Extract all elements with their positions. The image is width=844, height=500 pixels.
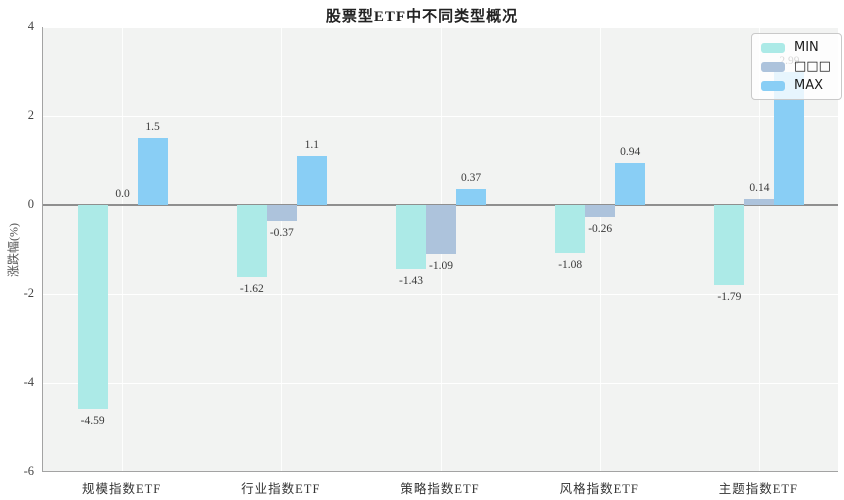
bar--3	[585, 205, 616, 217]
value-label: -1.08	[558, 259, 583, 272]
v-gridline	[122, 27, 124, 471]
v-gridline	[281, 27, 283, 471]
value-label: 0.94	[620, 146, 641, 159]
legend-item-median: □□□	[761, 60, 831, 73]
bar-MAX-1	[296, 156, 327, 205]
x-tick-label-0: 规模指数ETF	[81, 482, 162, 496]
bar-MIN-1	[236, 205, 267, 278]
value-label: 0.37	[460, 171, 482, 184]
value-label: -1.43	[399, 274, 423, 287]
y-axis-label: 涨跌幅(%)	[6, 223, 21, 277]
value-label: -1.79	[717, 290, 742, 303]
value-label: -1.62	[239, 283, 264, 296]
bar-MIN-4	[714, 205, 745, 285]
y-tick-label: 4	[27, 19, 34, 33]
bar-MIN-2	[396, 205, 426, 269]
value-label: -0.37	[269, 227, 294, 240]
value-label: 1.1	[304, 139, 319, 152]
value-label: 0.14	[749, 181, 770, 194]
value-label: -4.59	[80, 415, 105, 428]
legend: MIN □□□ MAX	[751, 33, 842, 100]
bar-MAX-0	[137, 138, 168, 205]
y-tick-label: -4	[23, 375, 34, 389]
legend-swatch	[761, 61, 785, 72]
legend-label: MIN	[794, 40, 819, 55]
value-label: -1.09	[429, 259, 453, 272]
v-gridline	[599, 27, 601, 471]
x-tick-label-1: 行业指数ETF	[241, 482, 321, 496]
bar--4	[744, 198, 775, 205]
v-gridline	[758, 27, 760, 471]
chart-title: 股票型ETF中不同类型概况	[325, 9, 519, 25]
y-tick-label: -2	[23, 286, 34, 300]
value-label: 0.0	[115, 188, 130, 200]
legend-swatch	[761, 42, 785, 53]
y-tick-label: -6	[23, 464, 34, 478]
value-label: 1.5	[145, 121, 160, 134]
bar--1	[266, 205, 297, 222]
bar--2	[426, 205, 456, 254]
legend-swatch	[761, 80, 785, 91]
bar-MAX-3	[615, 163, 646, 205]
x-tick-label-3: 风格指数ETF	[559, 482, 639, 496]
legend-item-max: MAX	[761, 79, 831, 92]
legend-label: □□□	[794, 59, 831, 74]
bar-MIN-0	[77, 205, 108, 410]
h-gridline	[43, 471, 838, 473]
x-tick-label-4: 主题指数ETF	[718, 482, 798, 496]
legend-label: MAX	[794, 78, 824, 93]
legend-item-min: MIN	[761, 41, 831, 54]
y-tick-label: 2	[27, 108, 34, 122]
y-tick-label: 0	[27, 197, 34, 211]
bar-MIN-3	[555, 205, 586, 254]
plot-area: -4.59 -1.62 -1.43 -1.08 -1.79 0.0 -0.37 -1.09 -0…	[42, 26, 838, 473]
bar-MAX-2	[456, 188, 486, 205]
value-label: -0.26	[588, 222, 613, 235]
x-tick-label-2: 策略指数ETF	[400, 482, 480, 496]
